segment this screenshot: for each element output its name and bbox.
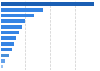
Bar	[1, 48, 12, 51]
Bar	[1, 54, 9, 57]
Bar	[1, 36, 16, 40]
Bar	[1, 2, 94, 6]
Bar	[1, 31, 19, 34]
Bar	[1, 25, 22, 29]
Bar	[1, 19, 25, 23]
Bar	[1, 65, 3, 69]
Bar	[1, 14, 34, 17]
Bar	[1, 59, 5, 63]
Bar	[1, 8, 43, 12]
Bar	[1, 42, 14, 46]
